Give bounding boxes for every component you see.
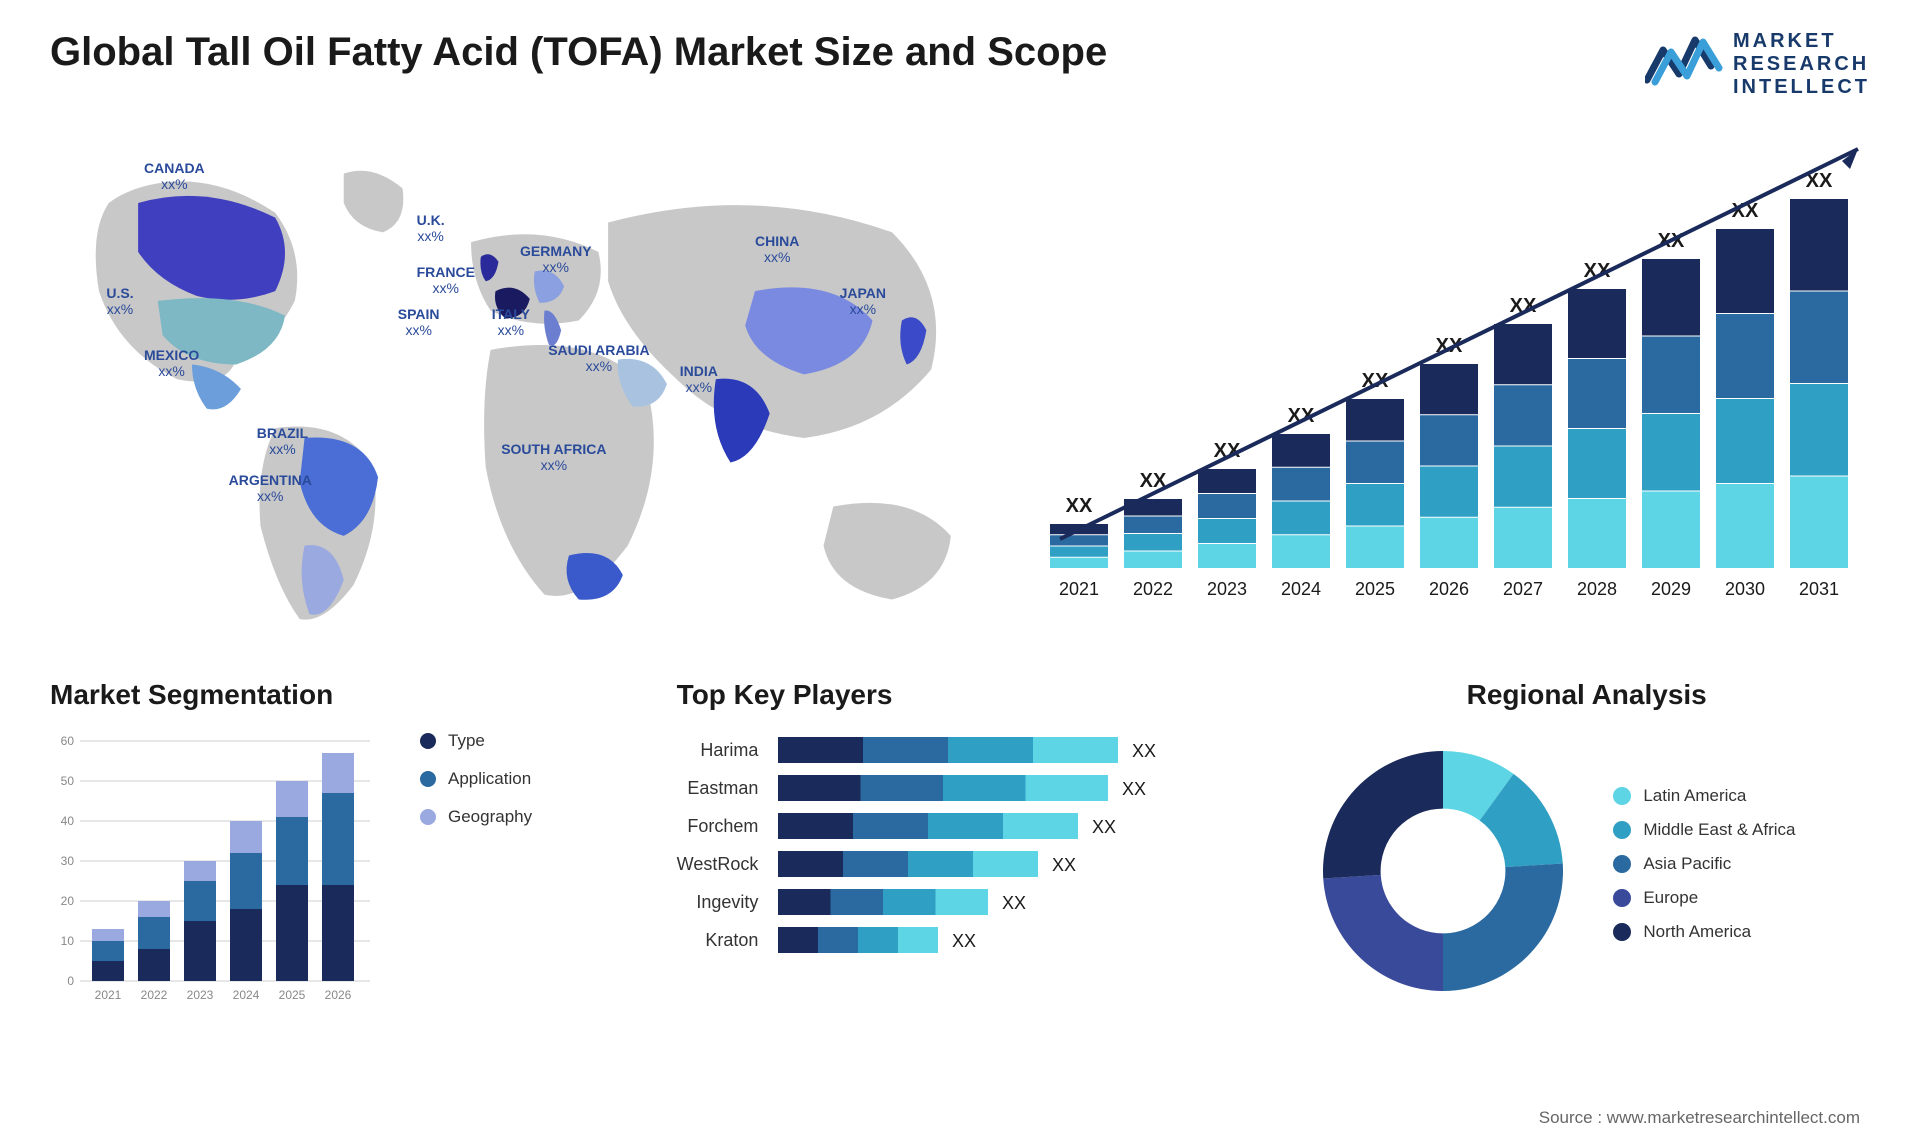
map-label-argentina: ARGENTINAxx% <box>229 472 312 504</box>
svg-text:30: 30 <box>61 854 75 868</box>
map-label-germany: GERMANYxx% <box>520 243 592 275</box>
svg-text:60: 60 <box>61 734 75 748</box>
svg-text:XX: XX <box>1092 817 1116 837</box>
map-label-brazil: BRAZILxx% <box>257 425 308 457</box>
svg-text:2023: 2023 <box>187 988 214 1002</box>
map-label-canada: CANADAxx% <box>144 160 205 192</box>
svg-text:2029: 2029 <box>1651 579 1691 599</box>
svg-text:20: 20 <box>61 894 75 908</box>
svg-text:2022: 2022 <box>141 988 168 1002</box>
segmentation-chart: 0 10 20 30 40 50 60 2021 2022 2023 2024 2025 2026 <box>50 731 390 1031</box>
world-map: CANADAxx% U.S.xx% MEXICOxx% BRAZILxx% ARGENT… <box>50 129 990 649</box>
seg-legend-application: Application <box>420 769 532 789</box>
players-chart: XX XX XX XX XX XX <box>778 731 1198 971</box>
player-name-harima: Harima <box>677 731 759 769</box>
player-name-kraton: Kraton <box>677 921 759 959</box>
svg-text:0: 0 <box>67 974 74 988</box>
svg-text:2026: 2026 <box>1429 579 1469 599</box>
growth-bar-chart: XX2021XX2022XX2023XX2024XX2025XX2026XX20… <box>1030 129 1870 649</box>
svg-text:2027: 2027 <box>1503 579 1543 599</box>
region-legend-europe: Europe <box>1613 888 1795 908</box>
player-name-ingevity: Ingevity <box>677 883 759 921</box>
svg-text:2024: 2024 <box>1281 579 1321 599</box>
map-label-france: FRANCExx% <box>417 264 475 296</box>
map-label-u-s-: U.S.xx% <box>106 285 133 317</box>
segmentation-title: Market Segmentation <box>50 679 617 711</box>
svg-text:XX: XX <box>1066 495 1093 517</box>
svg-text:2023: 2023 <box>1207 579 1247 599</box>
region-legend-north-america: North America <box>1613 922 1795 942</box>
region-legend-asia-pacific: Asia Pacific <box>1613 854 1795 874</box>
map-label-spain: SPAINxx% <box>398 306 440 338</box>
brand-logo: MARKET RESEARCH INTELLECT <box>1645 30 1870 99</box>
region-legend-middle-east-africa: Middle East & Africa <box>1613 820 1795 840</box>
map-label-saudi-arabia: SAUDI ARABIAxx% <box>548 342 649 374</box>
source-credit: Source : www.marketresearchintellect.com <box>1539 1108 1860 1128</box>
logo-icon <box>1645 30 1723 94</box>
player-name-forchem: Forchem <box>677 807 759 845</box>
player-name-westrock: WestRock <box>677 845 759 883</box>
players-title: Top Key Players <box>677 679 1244 711</box>
svg-text:2025: 2025 <box>1355 579 1395 599</box>
segmentation-section: Market Segmentation 0 10 20 30 40 50 60 2021 202… <box>50 679 617 1031</box>
svg-text:XX: XX <box>1122 779 1146 799</box>
regional-donut-chart <box>1303 731 1583 1011</box>
svg-text:2021: 2021 <box>1059 579 1099 599</box>
page-title: Global Tall Oil Fatty Acid (TOFA) Market… <box>50 30 1107 75</box>
segmentation-legend: Type Application Geography <box>420 731 532 1031</box>
svg-text:XX: XX <box>1132 741 1156 761</box>
regional-legend: Latin America Middle East & Africa Asia Pa… <box>1613 786 1795 956</box>
region-legend-latin-america: Latin America <box>1613 786 1795 806</box>
svg-text:2031: 2031 <box>1799 579 1839 599</box>
svg-text:XX: XX <box>1002 893 1026 913</box>
map-label-china: CHINAxx% <box>755 233 799 265</box>
svg-text:2021: 2021 <box>95 988 122 1002</box>
svg-text:40: 40 <box>61 814 75 828</box>
svg-text:2024: 2024 <box>233 988 260 1002</box>
seg-legend-type: Type <box>420 731 532 751</box>
regional-section: Regional Analysis Latin America Middle Ea… <box>1303 679 1870 1031</box>
player-name-eastman: Eastman <box>677 769 759 807</box>
svg-text:10: 10 <box>61 934 75 948</box>
svg-text:2030: 2030 <box>1725 579 1765 599</box>
seg-legend-geography: Geography <box>420 807 532 827</box>
map-label-u-k-: U.K.xx% <box>417 212 445 244</box>
svg-text:2028: 2028 <box>1577 579 1617 599</box>
svg-text:2026: 2026 <box>325 988 352 1002</box>
svg-text:50: 50 <box>61 774 75 788</box>
logo-text-1: MARKET <box>1733 30 1870 53</box>
players-section: Top Key Players HarimaEastmanForchemWest… <box>677 679 1244 1031</box>
map-label-japan: JAPANxx% <box>840 285 886 317</box>
svg-text:XX: XX <box>1052 855 1076 875</box>
svg-text:2025: 2025 <box>279 988 306 1002</box>
regional-title: Regional Analysis <box>1303 679 1870 711</box>
map-label-italy: ITALYxx% <box>492 306 530 338</box>
map-label-india: INDIAxx% <box>680 363 718 395</box>
logo-text-2: RESEARCH <box>1733 53 1870 76</box>
player-name-list: HarimaEastmanForchemWestRockIngevityKrat… <box>677 731 759 959</box>
logo-text-3: INTELLECT <box>1733 76 1870 99</box>
svg-text:XX: XX <box>952 931 976 951</box>
svg-text:2022: 2022 <box>1133 579 1173 599</box>
map-label-mexico: MEXICOxx% <box>144 347 199 379</box>
map-label-south-africa: SOUTH AFRICAxx% <box>501 441 606 473</box>
